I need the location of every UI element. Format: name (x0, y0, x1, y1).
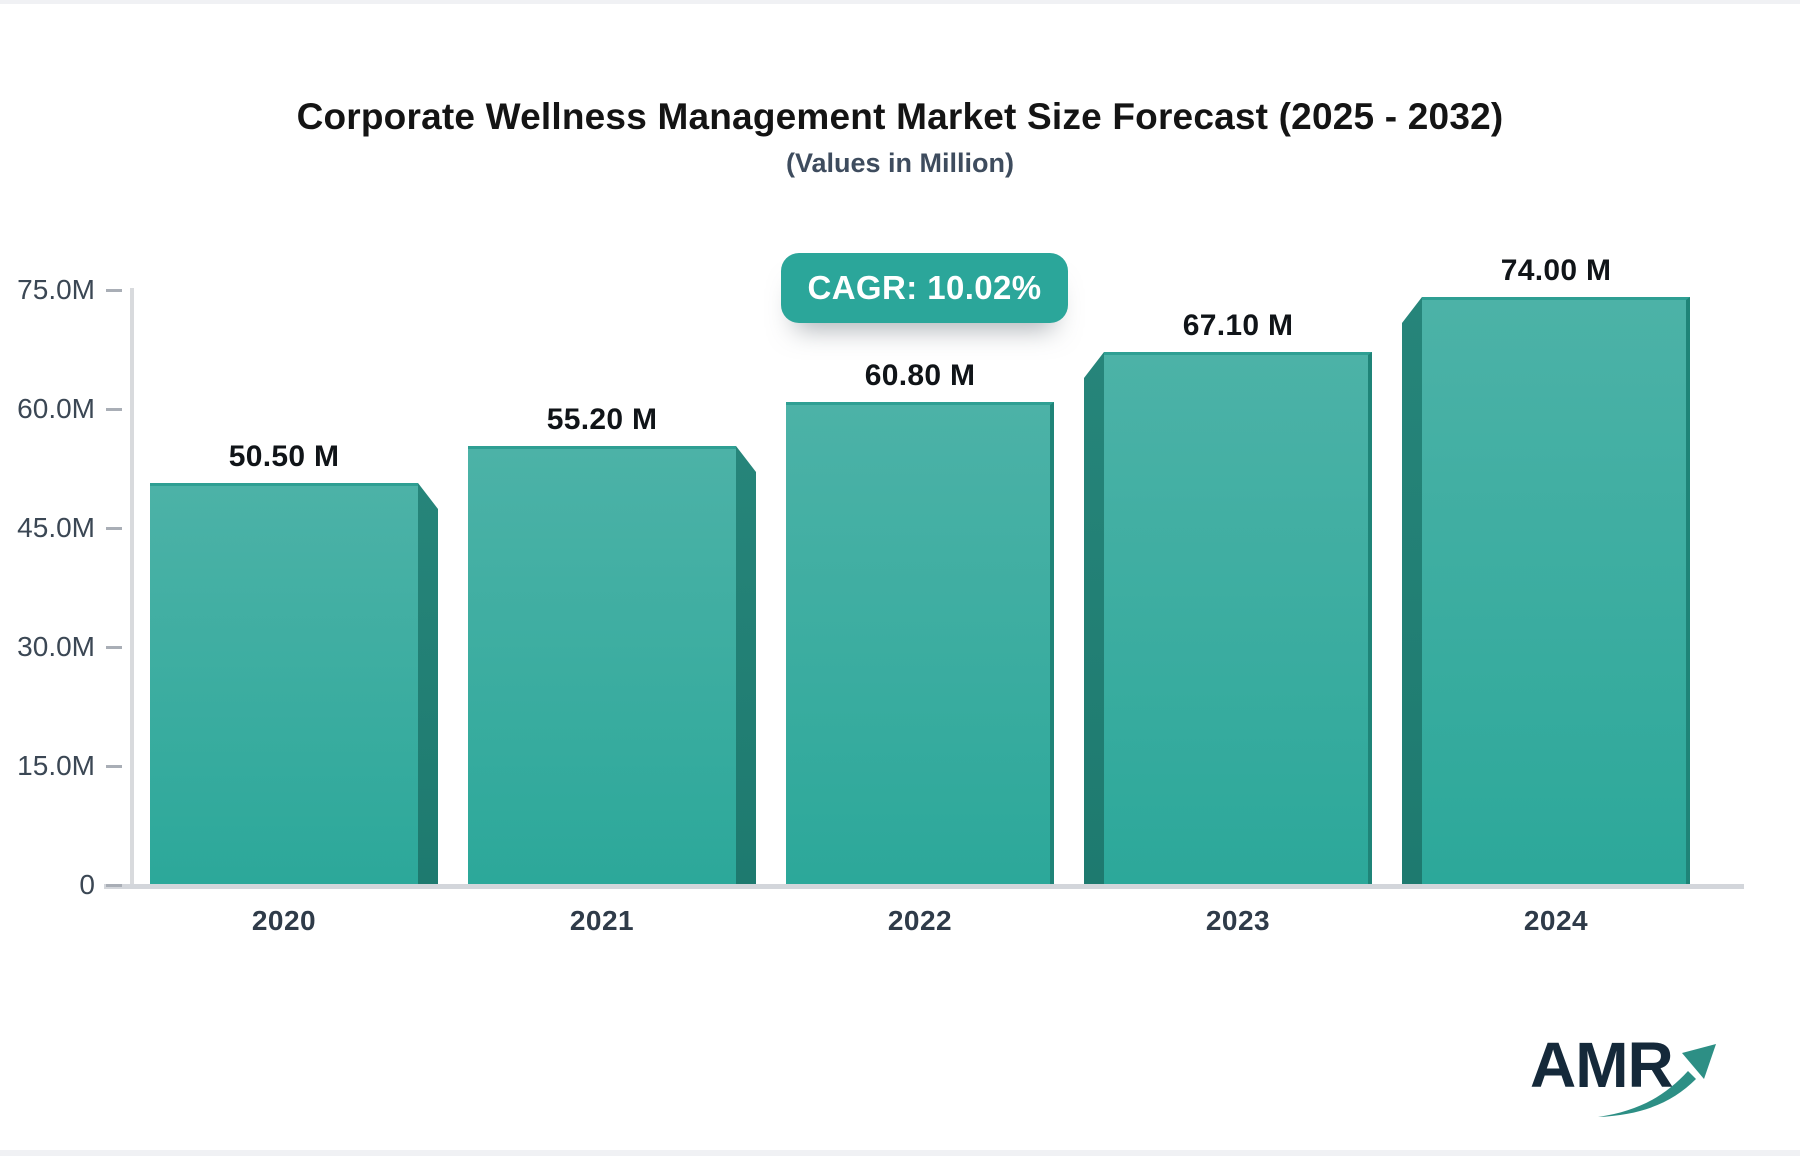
amr-logo-text: AMR (1530, 1029, 1674, 1101)
x-axis-label-2020: 2020 (251, 905, 317, 936)
y-tick-mark-15.0M (106, 765, 122, 768)
y-tick-label-45.0M: 45.0M (17, 512, 95, 543)
y-tick-label-30.0M: 30.0M (17, 631, 95, 662)
bar-2022 (786, 402, 1054, 884)
bar-2021 (468, 446, 736, 884)
y-tick-label-60.0M: 60.0M (17, 393, 95, 424)
amr-logo: AMR (1525, 1025, 1725, 1120)
y-axis-line (130, 288, 134, 886)
x-axis-label-2024: 2024 (1523, 905, 1589, 936)
bar-2024 (1422, 297, 1690, 884)
bar-2023-bevel (1084, 352, 1104, 884)
x-axis-label-2023: 2023 (1205, 905, 1271, 936)
bar-value-2021: 55.20 M (546, 403, 658, 436)
y-tick-mark-0 (106, 884, 122, 887)
bar-value-2024: 74.00 M (1500, 254, 1612, 287)
bar-value-2022: 60.80 M (864, 359, 976, 392)
cagr-badge: CAGR: 10.02% (781, 253, 1068, 323)
y-tick-label-15.0M: 15.0M (17, 750, 95, 781)
y-tick-mark-30.0M (106, 646, 122, 649)
bottom-border-strip (0, 1150, 1800, 1156)
top-border-strip (0, 0, 1800, 4)
bar-value-2020: 50.50 M (228, 440, 340, 473)
y-tick-mark-75.0M (106, 289, 122, 292)
chart-subtitle: (Values in Million) (785, 148, 1015, 178)
x-axis-label-2022: 2022 (887, 905, 953, 936)
y-tick-mark-60.0M (106, 408, 122, 411)
y-tick-mark-45.0M (106, 527, 122, 530)
bar-2023 (1104, 352, 1372, 884)
bar-2024-bevel (1402, 297, 1422, 884)
bar-value-2023: 67.10 M (1182, 309, 1294, 342)
x-axis-baseline (104, 884, 1744, 889)
x-axis-label-2021: 2021 (569, 905, 635, 936)
y-tick-label-0: 0 (79, 869, 95, 900)
bar-2020 (150, 483, 418, 884)
growth-arrow-icon (1598, 1044, 1716, 1117)
y-tick-label-75.0M: 75.0M (17, 274, 95, 305)
chart-title: Corporate Wellness Management Market Siz… (296, 96, 1504, 137)
bar-2021-bevel (736, 446, 756, 884)
bar-2020-bevel (418, 483, 438, 884)
